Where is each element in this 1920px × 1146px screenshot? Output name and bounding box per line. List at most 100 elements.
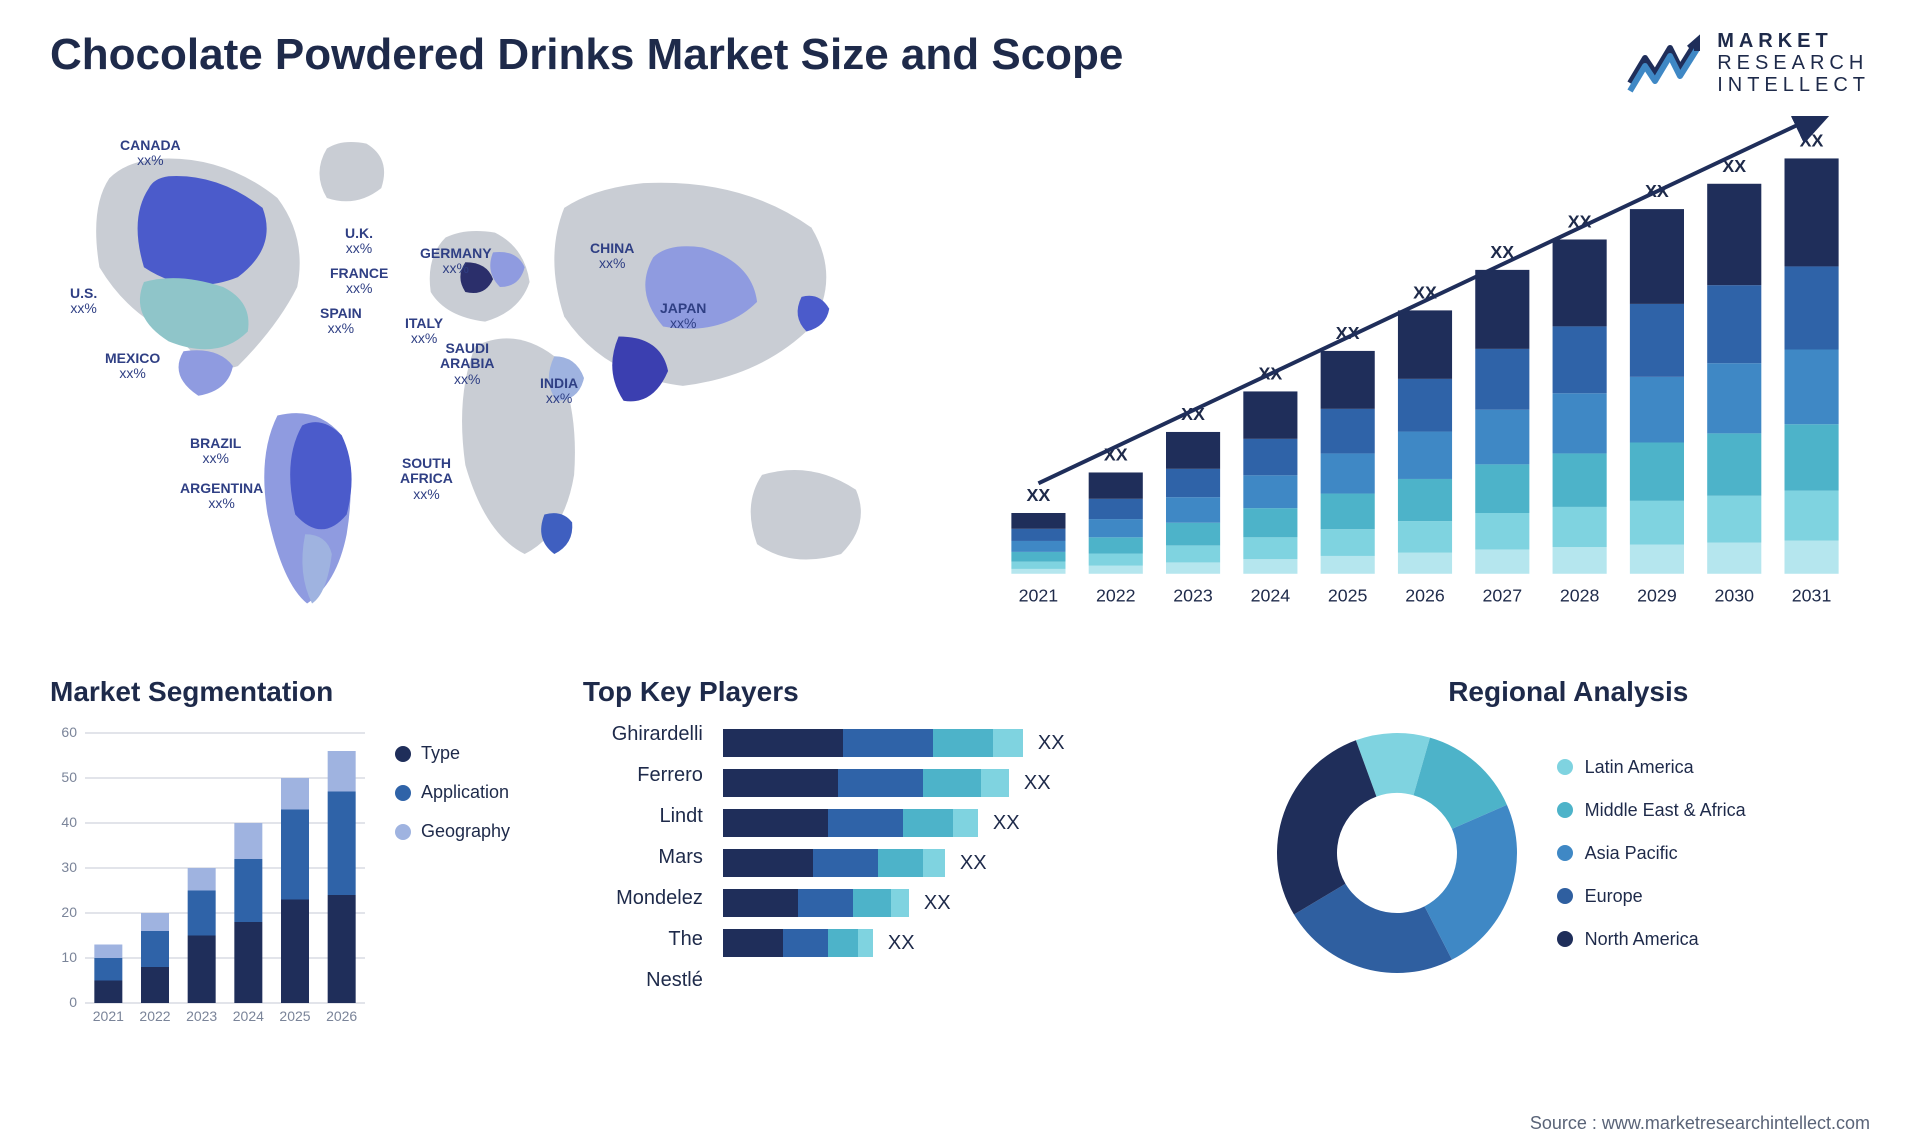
seg-bar-seg (234, 922, 262, 1003)
map-label-india: INDIAxx% (540, 376, 578, 407)
growth-bar-label: XX (1027, 485, 1051, 505)
page-title: Chocolate Powdered Drinks Market Size an… (50, 30, 1123, 80)
player-bar-seg (723, 729, 843, 757)
svg-text:20: 20 (61, 904, 77, 920)
svg-text:60: 60 (61, 724, 77, 740)
growth-bar-seg (1243, 439, 1297, 475)
growth-bar-seg (1321, 453, 1375, 493)
growth-bar-seg (1011, 541, 1065, 552)
region-legend-item: Asia Pacific (1557, 843, 1746, 864)
growth-bar-seg (1707, 496, 1761, 543)
growth-bar-seg (1630, 442, 1684, 500)
growth-bar-seg (1011, 562, 1065, 569)
player-bar-row: XX (723, 849, 1237, 877)
footer-source: Source : www.marketresearchintellect.com (1530, 1113, 1870, 1134)
player-value-label: XX (993, 812, 1020, 835)
growth-bar-seg (1166, 562, 1220, 573)
growth-bar-seg (1630, 501, 1684, 545)
seg-bar-seg (234, 823, 262, 859)
svg-text:2024: 2024 (233, 1008, 264, 1024)
growth-bar-seg (1011, 513, 1065, 529)
seg-bar-seg (328, 895, 356, 1003)
player-value-label: XX (1038, 732, 1065, 755)
donut-chart (1267, 723, 1527, 983)
growth-bar-seg (1011, 529, 1065, 541)
player-bar-seg (813, 849, 878, 877)
growth-bar-seg (1321, 556, 1375, 574)
growth-year-label: 2025 (1328, 585, 1368, 605)
map-label-japan: JAPANxx% (660, 301, 706, 332)
growth-year-label: 2030 (1714, 585, 1754, 605)
growth-year-label: 2026 (1405, 585, 1445, 605)
growth-year-label: 2031 (1792, 585, 1832, 605)
map-label-us: U.S.xx% (70, 286, 97, 317)
seg-bar-seg (188, 868, 216, 891)
svg-text:30: 30 (61, 859, 77, 875)
map-label-china: CHINAxx% (590, 241, 634, 272)
svg-text:40: 40 (61, 814, 77, 830)
player-name: Ferrero (583, 764, 703, 787)
donut-slice (1277, 740, 1376, 914)
regional-title: Regional Analysis (1267, 676, 1870, 708)
growth-bar-seg (1243, 537, 1297, 559)
growth-year-label: 2024 (1251, 585, 1291, 605)
player-bar-row: XX (723, 929, 1237, 957)
player-bar-seg (723, 929, 783, 957)
growth-year-label: 2022 (1096, 585, 1136, 605)
svg-text:2021: 2021 (93, 1008, 124, 1024)
players-bars: XXXXXXXXXXXX (723, 729, 1237, 957)
growth-bar-seg (1475, 410, 1529, 465)
player-bar-seg (723, 889, 798, 917)
map-label-saudiarabia: SAUDIARABIAxx% (440, 341, 494, 387)
growth-bar-seg (1321, 351, 1375, 409)
growth-bar-seg (1011, 552, 1065, 562)
growth-year-label: 2028 (1560, 585, 1600, 605)
growth-bar-seg (1089, 537, 1143, 553)
growth-bar-seg (1243, 559, 1297, 574)
growth-bar-seg (1475, 349, 1529, 410)
player-value-label: XX (924, 892, 951, 915)
growth-bar-seg (1321, 494, 1375, 530)
player-bar-seg (903, 809, 953, 837)
segmentation-panel: Market Segmentation 01020304050602021202… (50, 676, 553, 1126)
growth-bar-seg (1785, 541, 1839, 574)
player-value-label: XX (1024, 772, 1051, 795)
player-bar-row: XX (723, 809, 1237, 837)
player-bar-seg (933, 729, 993, 757)
seg-bar-seg (141, 913, 169, 931)
player-bar-seg (953, 809, 978, 837)
player-name: Mars (583, 846, 703, 869)
region-legend-item: Europe (1557, 886, 1746, 907)
segmentation-title: Market Segmentation (50, 676, 553, 708)
growth-bar-seg (1166, 469, 1220, 497)
growth-bar-seg (1785, 424, 1839, 490)
player-bar-seg (723, 849, 813, 877)
growth-bar-seg (1553, 453, 1607, 506)
growth-bar-seg (1630, 304, 1684, 377)
map-label-southafrica: SOUTHAFRICAxx% (400, 456, 453, 502)
growth-bar-seg (1398, 553, 1452, 574)
svg-text:2023: 2023 (186, 1008, 217, 1024)
map-label-italy: ITALYxx% (405, 316, 443, 347)
growth-bar-label: XX (1800, 131, 1824, 151)
growth-bar-seg (1630, 545, 1684, 574)
player-value-label: XX (960, 852, 987, 875)
seg-bar-seg (188, 936, 216, 1004)
players-names: GhirardelliFerreroLindtMarsMondelezTheNe… (583, 723, 703, 992)
brand-line1: MARKET (1717, 30, 1870, 52)
map-label-argentina: ARGENTINAxx% (180, 481, 263, 512)
brand-line3: INTELLECT (1717, 74, 1870, 96)
seg-bar-seg (188, 891, 216, 936)
growth-bar-seg (1785, 266, 1839, 349)
growth-bar-seg (1785, 349, 1839, 424)
player-bar-seg (783, 929, 828, 957)
seg-bar-seg (141, 967, 169, 1003)
region-legend-item: Middle East & Africa (1557, 800, 1746, 821)
svg-text:10: 10 (61, 949, 77, 965)
player-name: Lindt (583, 805, 703, 828)
growth-bar-seg (1243, 475, 1297, 508)
segmentation-legend: TypeApplicationGeography (395, 743, 510, 842)
map-south-africa (541, 513, 572, 554)
growth-year-label: 2023 (1173, 585, 1213, 605)
growth-bar-seg (1553, 326, 1607, 393)
